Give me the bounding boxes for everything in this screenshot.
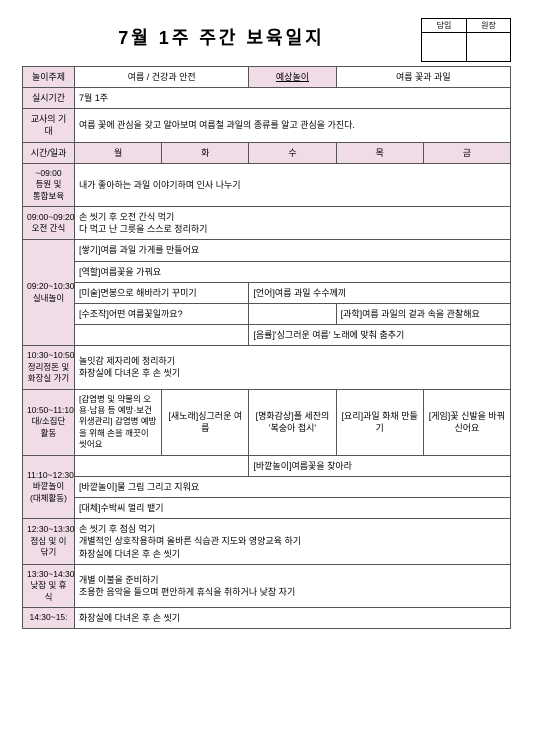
indoor-b: [역할]여름꽃을 가꿔요 <box>75 261 511 282</box>
indoor-c2: [언어]여름 과일 수수께끼 <box>249 282 511 303</box>
expect-value: 여름 꽃에 관심을 갖고 알아보며 여름철 과일의 종류를 알고 관심을 가진다… <box>75 109 511 142</box>
period-label: 실시기간 <box>23 88 75 109</box>
r4-time: 12:30~13:30 점심 및 이닦기 <box>23 519 75 564</box>
group-thu: [요리]과일 화채 만들기 <box>336 389 423 455</box>
r3-time: 10:30~10:50 정리정돈 및 화장실 가기 <box>23 346 75 389</box>
indoor-c1: [미술]면봉으로 해바라기 꾸미기 <box>75 282 249 303</box>
indoor-empty2 <box>75 324 249 345</box>
out-time: 11:10~12:30 바깥놀이 (대체활동) <box>23 455 75 518</box>
approval-right-sign <box>467 33 510 61</box>
r6-time: 14:30~15: <box>23 608 75 629</box>
group-fri: [게임]꽃 신발을 바꿔 신어요 <box>423 389 510 455</box>
approval-right-label: 원장 <box>467 19 510 33</box>
approval-box: 담임 원장 <box>421 18 511 62</box>
page-title: 7월 1주 주간 보육일지 <box>22 18 421 62</box>
indoor-empty1 <box>249 303 336 324</box>
r4-content: 손 씻기 후 점심 먹기 개별적인 상호작용하며 올바른 식습관 지도와 영양교… <box>75 519 511 564</box>
r1-time: ~09:00 등원 및 통합보육 <box>23 163 75 206</box>
group-wed: [명화감상]폴 세잔의 '복숭아 접시' <box>249 389 336 455</box>
r5-time: 13:30~14:30 낮잠 및 휴식 <box>23 564 75 607</box>
group-time: 10:50~11:10 대/소집단 활동 <box>23 389 75 455</box>
approval-left-label: 담임 <box>422 19 466 33</box>
theme-value1: 여름 / 건강과 안전 <box>75 67 249 88</box>
time-header: 시간/일과 <box>23 142 75 163</box>
indoor-a: [쌓기]여름 과일 가게를 만들어요 <box>75 240 511 261</box>
schedule-table: 놀이주제 여름 / 건강과 안전 예상놀이 여름 꽃과 과일 실시기간 7월 1… <box>22 66 511 629</box>
indoor-time: 09:20~10:30 실내놀이 <box>23 240 75 346</box>
expected-play-label: 예상놀이 <box>249 67 336 88</box>
r6-content: 화장실에 다녀온 후 손 씻기 <box>75 608 511 629</box>
day-fri: 금 <box>423 142 510 163</box>
r2-time: 09:00~09:20 오전 간식 <box>23 207 75 240</box>
r2-content: 손 씻기 후 오전 간식 먹기 다 먹고 난 그릇을 스스로 정리하기 <box>75 207 511 240</box>
r1-content: 내가 좋아하는 과일 이야기하며 인사 나누기 <box>75 163 511 206</box>
approval-left-sign <box>422 33 466 61</box>
out-b: [바깥놀이]물 그림 그리고 지워요 <box>75 476 511 497</box>
out-a2: [바깥놀이]여름꽃을 찾아라 <box>249 455 511 476</box>
indoor-e: [음률]'싱그러운 여름' 노래에 맞춰 춤추기 <box>249 324 511 345</box>
r3-content: 놀잇감 제자리에 정리하기 화장실에 다녀온 후 손 씻기 <box>75 346 511 389</box>
day-mon: 월 <box>75 142 162 163</box>
expect-label: 교사의 기대 <box>23 109 75 142</box>
indoor-d1: [수조작]어떤 여름꽃일까요? <box>75 303 249 324</box>
expected-play-value: 여름 꽃과 과일 <box>336 67 510 88</box>
day-wed: 수 <box>249 142 336 163</box>
r5-content: 개별 이불을 준비하기 조용한 음악을 들으며 편안하게 휴식을 취하거나 낮잠… <box>75 564 511 607</box>
group-mon: [감염병 및 약물의 오용·남용 등 예방·보건위생관리] 감염병 예방을 위해… <box>75 389 162 455</box>
group-tue: [새노래]싱그러운 여름 <box>162 389 249 455</box>
out-c: [대체]수박씨 멀리 뱉기 <box>75 498 511 519</box>
period-value: 7월 1주 <box>75 88 511 109</box>
indoor-d2: [과학]여름 과일의 겉과 속을 관찰해요 <box>336 303 510 324</box>
day-thu: 목 <box>336 142 423 163</box>
out-a1 <box>75 455 249 476</box>
day-tue: 화 <box>162 142 249 163</box>
theme-label: 놀이주제 <box>23 67 75 88</box>
